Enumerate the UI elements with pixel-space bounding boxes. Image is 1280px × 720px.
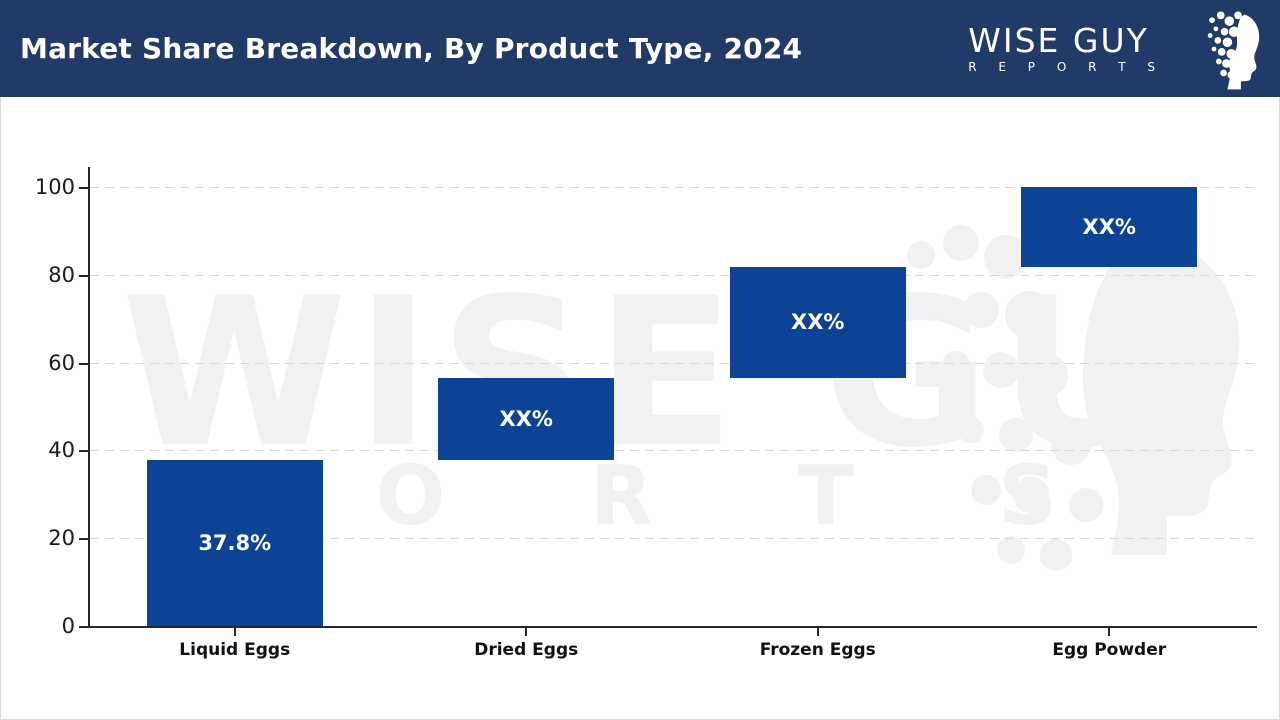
gridline-60 xyxy=(90,362,1255,364)
gridline-40 xyxy=(90,450,1255,452)
x-tick-label-frozen-eggs: Frozen Eggs xyxy=(759,640,876,660)
y-tick-label-60: 60 xyxy=(48,350,75,375)
bar-value-label: 37.8% xyxy=(198,531,272,556)
bar-dried-eggs: XX% xyxy=(438,377,615,461)
x-tick-label-dried-eggs: Dried Eggs xyxy=(474,640,579,660)
x-axis xyxy=(86,626,1257,628)
header: Market Share Breakdown, By Product Type,… xyxy=(0,0,1280,97)
y-tick-label-20: 20 xyxy=(48,526,75,551)
bar-value-label: XX% xyxy=(499,406,553,431)
gridline-80 xyxy=(90,274,1255,276)
x-tick-label-liquid-eggs: Liquid Eggs xyxy=(179,640,291,660)
brand-logo: WISE GUY R E P O R T S xyxy=(968,7,1262,91)
y-tick-label-0: 0 xyxy=(61,614,75,638)
y-tick-mark-0 xyxy=(79,626,88,628)
y-tick-label-80: 80 xyxy=(48,262,75,287)
bar-liquid-eggs: 37.8% xyxy=(146,460,323,626)
y-tick-mark-20 xyxy=(79,538,88,541)
y-tick-label-100: 100 xyxy=(34,175,75,199)
y-tick-mark-100 xyxy=(79,187,88,189)
x-tick-mark-4 xyxy=(1108,628,1111,636)
gridline-100 xyxy=(90,187,1255,188)
gridline-20 xyxy=(90,538,1255,540)
page-title: Market Share Breakdown, By Product Type,… xyxy=(20,32,803,65)
y-tick-label-40: 40 xyxy=(48,438,75,463)
logo-wordmark-line1: WISE GUY xyxy=(968,21,1149,60)
y-tick-mark-80 xyxy=(79,274,88,277)
x-tick-mark-1 xyxy=(233,628,236,636)
logo-wordmark: WISE GUY R E P O R T S xyxy=(968,24,1164,73)
y-tick-mark-40 xyxy=(79,450,88,453)
y-axis xyxy=(88,167,90,628)
bar-egg-powder: XX% xyxy=(1021,187,1198,267)
x-tick-mark-3 xyxy=(816,628,819,636)
logo-wordmark-line2: R E P O R T S xyxy=(968,60,1164,74)
logo-face-icon xyxy=(1207,11,1260,89)
x-tick-label-egg-powder: Egg Powder xyxy=(1052,640,1167,660)
y-tick-mark-60 xyxy=(79,362,88,365)
watermark-face-icon xyxy=(907,225,1240,571)
bar-value-label: XX% xyxy=(1082,214,1136,239)
x-tick-mark-2 xyxy=(525,628,528,636)
chart-area: WISE GU P O R T S 0 20 40 60 80 100 37.8% XX% X… xyxy=(0,97,1280,720)
bar-value-label: XX% xyxy=(791,310,845,335)
bar-frozen-eggs: XX% xyxy=(729,266,906,378)
